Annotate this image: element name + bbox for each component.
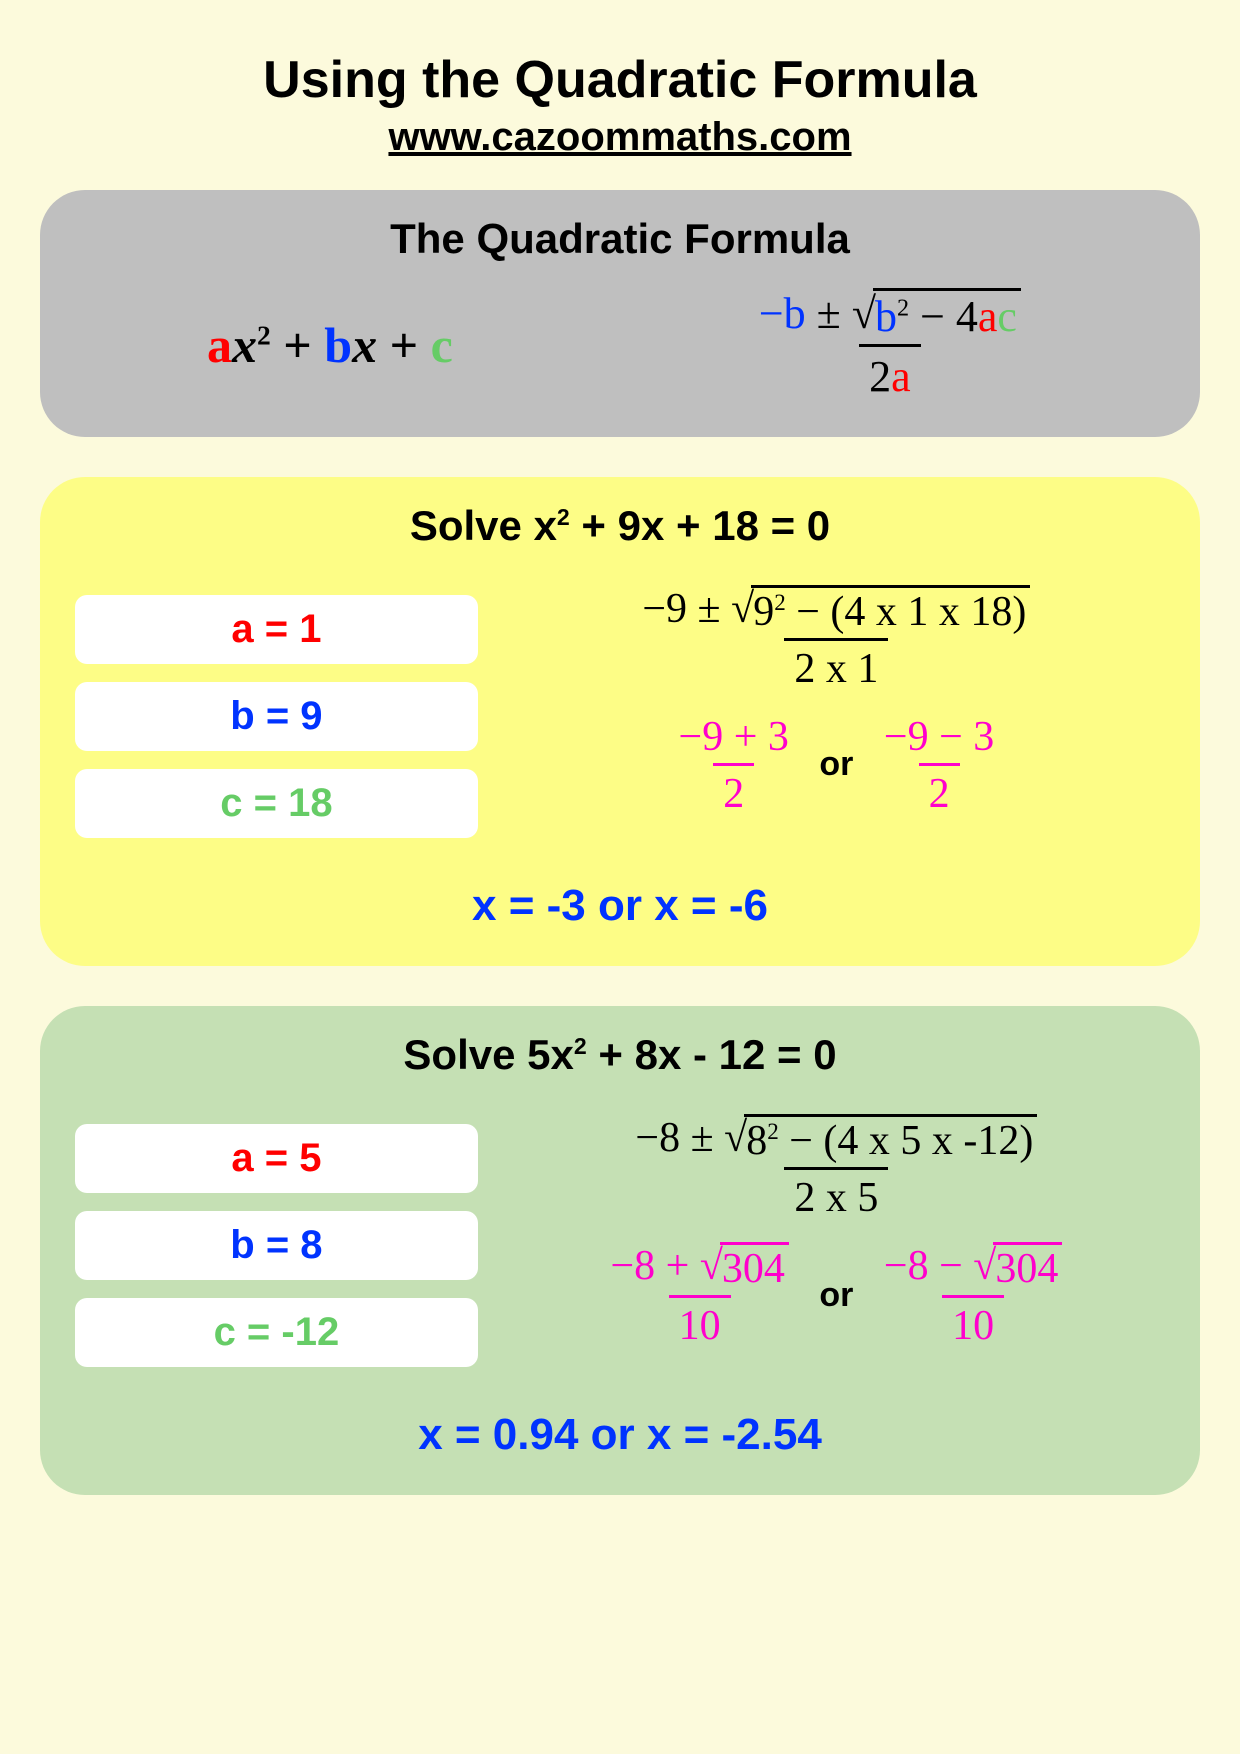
- example-2-coefficients: a = 5 b = 8 c = -12: [75, 1114, 478, 1385]
- example-1-answer: x = -3 or x = -6: [75, 881, 1165, 931]
- formula-panel: The Quadratic Formula ax2 + bx + c −b ± …: [40, 190, 1200, 437]
- example-2-step2: −8 + √304 10 or −8 − √304 10: [508, 1242, 1165, 1350]
- formula-title: The Quadratic Formula: [75, 215, 1165, 263]
- example-1-problem: Solve x2 + 9x + 18 = 0: [75, 502, 1165, 550]
- example-1-a: a = 1: [75, 595, 478, 664]
- example-1-step2: −9 + 3 2 or −9 − 3 2: [508, 713, 1165, 818]
- example-2-b: b = 8: [75, 1211, 478, 1280]
- polynomial: ax2 + bx + c: [207, 316, 453, 374]
- example-1-coefficients: a = 1 b = 9 c = 18: [75, 585, 478, 856]
- page-title: Using the Quadratic Formula: [40, 50, 1200, 110]
- example-1-work: −9 ± √92 − (4 x 1 x 18) 2 x 1 −9 + 3 2 o…: [508, 585, 1165, 818]
- example-2-problem: Solve 5x2 + 8x - 12 = 0: [75, 1031, 1165, 1079]
- example-1-b: b = 9: [75, 682, 478, 751]
- example-2-work: −8 ± √82 − (4 x 5 x -12) 2 x 5 −8 + √304…: [508, 1114, 1165, 1350]
- example-2-panel: Solve 5x2 + 8x - 12 = 0 a = 5 b = 8 c = …: [40, 1006, 1200, 1495]
- example-2-c: c = -12: [75, 1298, 478, 1367]
- page: Using the Quadratic Formula www.cazoomma…: [0, 0, 1240, 1565]
- example-2-step1: −8 ± √82 − (4 x 5 x -12) 2 x 5: [508, 1114, 1165, 1222]
- example-2-a: a = 5: [75, 1124, 478, 1193]
- example-2-answer: x = 0.94 or x = -2.54: [75, 1410, 1165, 1460]
- example-1-step1: −9 ± √92 − (4 x 1 x 18) 2 x 1: [508, 585, 1165, 693]
- example-1-panel: Solve x2 + 9x + 18 = 0 a = 1 b = 9 c = 1…: [40, 477, 1200, 966]
- example-1-c: c = 18: [75, 769, 478, 838]
- quadratic-formula: −b ± √ b2 − 4ac 2a: [747, 288, 1033, 402]
- subtitle-link[interactable]: www.cazoommaths.com: [40, 115, 1200, 160]
- formula-row: ax2 + bx + c −b ± √ b2 − 4ac: [75, 288, 1165, 402]
